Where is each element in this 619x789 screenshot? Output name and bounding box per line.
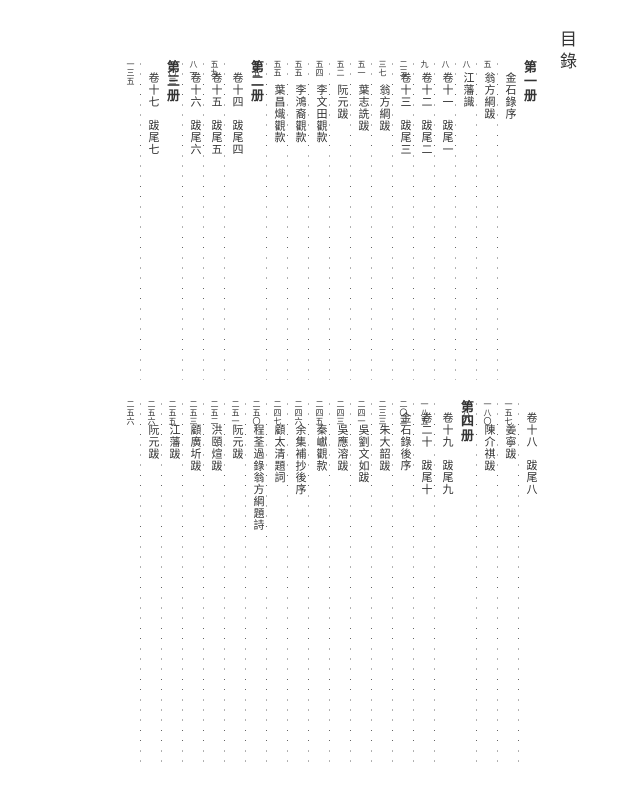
- toc-entry: 葉志詵跋····································…: [350, 60, 371, 380]
- toc-entry-label: 葉昌熾觀款: [271, 60, 287, 380]
- toc-entry: 卷十四 跋尾四·································…: [224, 60, 245, 380]
- toc-entry: 陳介祺跋····································…: [476, 400, 497, 770]
- toc-entry-label: 卷十五 跋尾五: [208, 60, 224, 380]
- toc-entry-label: 朱大韶跋: [376, 400, 392, 770]
- toc-section-heading: 第四册: [455, 400, 476, 770]
- toc-entry: 余集補抄後序··································…: [287, 400, 308, 770]
- toc-entry-label: 吳劉文如跋: [355, 400, 371, 770]
- section-heading-text: 第一册: [520, 60, 539, 380]
- toc-entry-label: 江藩跋: [166, 400, 182, 770]
- toc-leader-dots: ········································…: [136, 60, 145, 380]
- toc-entry: 卷十七 跋尾七·································…: [140, 60, 161, 380]
- toc-entry-label: 葉志詵跋: [355, 60, 371, 380]
- toc-entry: 阮元跋·····································…: [224, 400, 245, 770]
- toc-entry-label: 吳應溶跋: [334, 400, 350, 770]
- section-heading-text: 第二册: [247, 60, 266, 380]
- toc-entry-label: 卷十九 跋尾九: [439, 400, 455, 770]
- page-title: 目錄: [554, 30, 579, 74]
- toc-entry: 阮元跋·····································…: [329, 60, 350, 380]
- toc-entry: 卷十三 跋尾三·································…: [392, 60, 413, 380]
- toc-entry-label: 卷十六 跋尾六: [187, 60, 203, 380]
- toc-entry: 姜寧跋·····································…: [497, 400, 518, 770]
- toc-entry: 洪頤煊跋····································…: [203, 400, 224, 770]
- toc-section-heading: 第一册: [518, 60, 539, 380]
- toc-entry-label: 翁方綱跋: [481, 60, 497, 380]
- toc-entry: 江藩識·····································…: [455, 60, 476, 380]
- toc-entry-label: 金石錄序: [502, 60, 518, 380]
- toc-lower-block: 卷十八 跋尾八·································…: [140, 400, 539, 770]
- toc-section-heading: 第二册: [245, 60, 266, 380]
- toc-entry-label: 姜寧跋: [502, 400, 518, 770]
- toc-entry-label: 金石錄後序: [397, 400, 413, 770]
- toc-entry-label: 顧廣圻跋: [187, 400, 203, 770]
- toc-entry: 阮元跋·····································…: [140, 400, 161, 770]
- toc-entry: 卷十五 跋尾五·································…: [203, 60, 224, 380]
- toc-entry-label: 余集補抄後序: [292, 400, 308, 770]
- toc-entry: 卷十六 跋尾六·································…: [182, 60, 203, 380]
- toc-entry-label: 江藩識: [460, 60, 476, 380]
- toc-entry: 李鴻裔觀款···································…: [287, 60, 308, 380]
- toc-page-number: 二五六: [125, 400, 136, 770]
- toc-entry: 李文田觀款···································…: [308, 60, 329, 380]
- toc-entry-label: 阮元跋: [145, 400, 161, 770]
- toc-entry-label: 卷十七 跋尾七: [145, 60, 161, 380]
- toc-entry-label: 卷十八 跋尾八: [523, 400, 539, 770]
- toc-entry-label: 陳介祺跋: [481, 400, 497, 770]
- toc-entry-label: 程荃過錄翁方綱題詩: [250, 400, 266, 770]
- toc-entry-label: 卷十四 跋尾四: [229, 60, 245, 380]
- toc-entry: 卷二十 跋尾十·································…: [413, 400, 434, 770]
- toc-entry: 吳劉文如跋···································…: [350, 400, 371, 770]
- toc-entry-label: 卷十二 跋尾二: [418, 60, 434, 380]
- toc-entry-label: 卷十一 跋尾一: [439, 60, 455, 380]
- toc-entry: 顧廣圻跋····································…: [182, 400, 203, 770]
- toc-entry: 翁方綱跋····································…: [476, 60, 497, 380]
- toc-leader-dots: ········································…: [136, 400, 145, 770]
- toc-entry: 程荃過錄翁方綱題詩·······························…: [245, 400, 266, 770]
- toc-entry: 卷十九 跋尾九·································…: [434, 400, 455, 770]
- toc-entry-label: 李鴻裔觀款: [292, 60, 308, 380]
- toc-entry-label: 阮元跋: [229, 400, 245, 770]
- toc-entry-label: 卷十三 跋尾三: [397, 60, 413, 380]
- toc-page-number: 一三五: [125, 60, 136, 380]
- toc-entry: 江藩跋·····································…: [161, 400, 182, 770]
- toc-entry-label: 洪頤煊跋: [208, 400, 224, 770]
- toc-entry-label: 顧太清題詞: [271, 400, 287, 770]
- toc-entry: 翁方綱跋····································…: [371, 60, 392, 380]
- toc-upper-block: 第一册金石錄序·································…: [140, 60, 539, 380]
- toc-entry-label: 秦巘觀款: [313, 400, 329, 770]
- section-heading-text: 第四册: [457, 400, 476, 770]
- toc-entry: 金石錄後序···································…: [392, 400, 413, 770]
- toc-entry: 顧太清題詞···································…: [266, 400, 287, 770]
- toc-entry: 秦巘觀款····································…: [308, 400, 329, 770]
- toc-entry: 葉昌熾觀款···································…: [266, 60, 287, 380]
- section-heading-text: 第三册: [163, 60, 182, 380]
- toc-section-heading: 第三册: [161, 60, 182, 380]
- toc-entry: 卷十八 跋尾八·································…: [518, 400, 539, 770]
- toc-entry: 卷十一 跋尾一·································…: [434, 60, 455, 380]
- toc-entry-label: 李文田觀款: [313, 60, 329, 380]
- toc-entry-label: 翁方綱跋: [376, 60, 392, 380]
- toc-entry-label: 卷二十 跋尾十: [418, 400, 434, 770]
- toc-entry-label: 阮元跋: [334, 60, 350, 380]
- toc-entry: 卷十二 跋尾二·································…: [413, 60, 434, 380]
- toc-entry: 吳應溶跋····································…: [329, 400, 350, 770]
- toc-entry: 金石錄序····································…: [497, 60, 518, 380]
- toc-entry: 朱大韶跋····································…: [371, 400, 392, 770]
